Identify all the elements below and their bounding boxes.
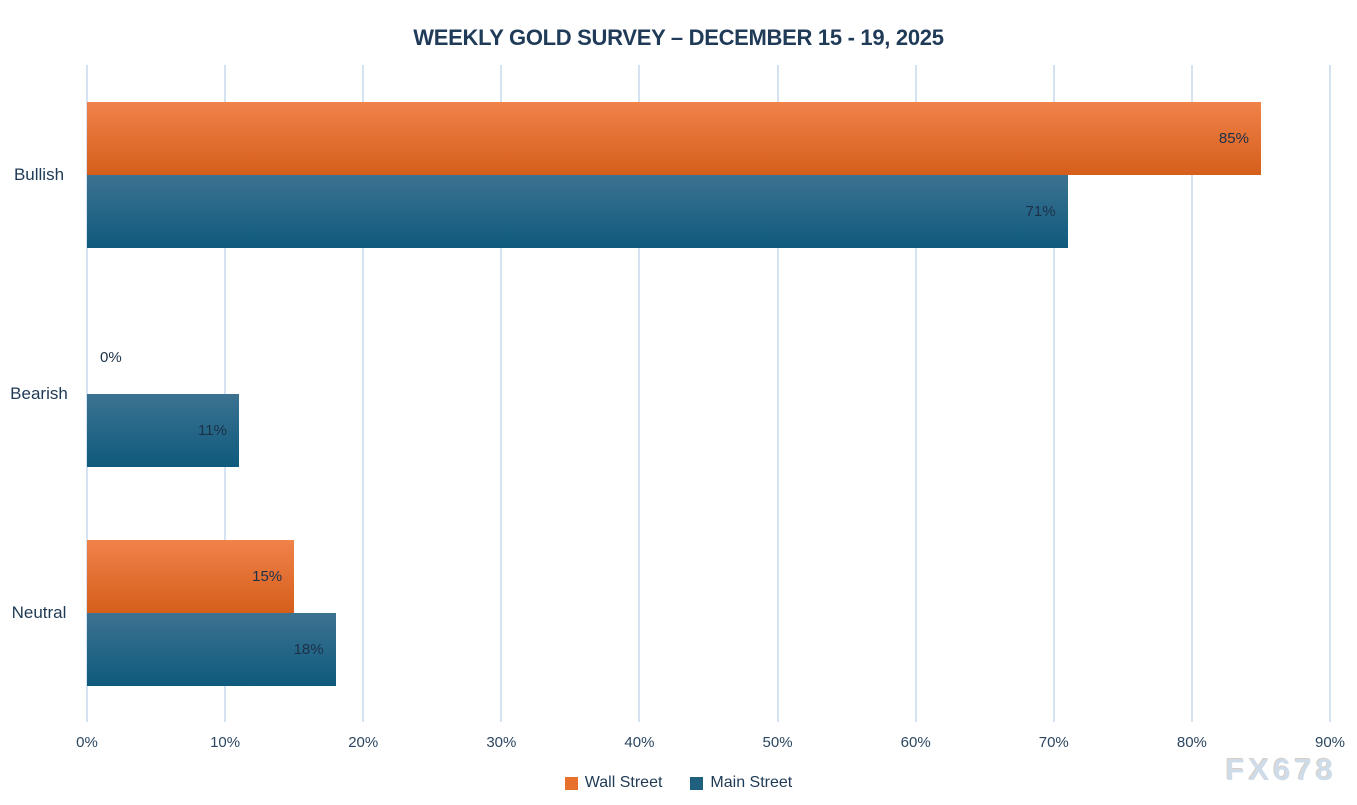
legend-item-main-street: Main Street: [690, 774, 792, 792]
value-label-wall-street-bearish: 0%: [100, 348, 122, 366]
value-label-main-street-bullish: 71%: [1025, 202, 1056, 220]
gridline-30-: [500, 65, 503, 722]
x-tick-0-: 0%: [76, 734, 98, 751]
category-label-neutral: Neutral: [11, 602, 67, 622]
legend: Wall Street Main Street: [0, 774, 1357, 792]
chart-title: WEEKLY GOLD SURVEY – DECEMBER 15 - 19, 2…: [413, 25, 944, 50]
x-tick-40-: 40%: [624, 734, 655, 751]
x-tick-10-: 10%: [210, 734, 241, 751]
bar-main-street-neutral: [87, 612, 336, 686]
bar-wall-street-bullish: [87, 101, 1261, 175]
x-tick-20-: 20%: [348, 734, 379, 751]
value-label-main-street-neutral: 18%: [293, 640, 324, 658]
bar-main-street-bearish: [87, 393, 239, 467]
x-tick-70-: 70%: [1038, 734, 1069, 751]
value-label-main-street-bearish: 11%: [198, 421, 227, 439]
value-label-wall-street-bullish: 85%: [1218, 129, 1249, 147]
category-label-bearish: Bearish: [10, 383, 68, 403]
x-tick-50-: 50%: [762, 734, 793, 751]
bar-wall-street-neutral: [87, 539, 295, 613]
gridline-40-: [638, 65, 641, 722]
x-tick-90-: 90%: [1314, 734, 1346, 751]
gridline-70-: [1052, 65, 1055, 722]
x-tick-60-: 60%: [900, 734, 931, 751]
x-tick-30-: 30%: [486, 734, 517, 751]
value-label-wall-street-neutral: 15%: [252, 567, 283, 585]
gridline-20-: [362, 65, 365, 722]
bar-main-street-bullish: [87, 174, 1068, 248]
legend-swatch-wall-street: [564, 776, 578, 790]
gridline-60-: [914, 65, 917, 722]
legend-item-wall-street: Wall Street: [564, 774, 663, 792]
plot-area: 85% 71% 0% 11% 15% 18%: [86, 65, 1331, 722]
legend-label-main-street: Main Street: [710, 774, 793, 791]
gridline-90-: [1329, 65, 1331, 722]
watermark-fx678: FX678: [1225, 752, 1337, 787]
legend-swatch-main-street: [690, 776, 704, 790]
gridline-50-: [776, 65, 779, 722]
legend-label-wall-street: Wall Street: [584, 774, 663, 791]
gridline-80-: [1190, 65, 1193, 722]
category-label-bullish: Bullish: [13, 164, 65, 184]
x-tick-80-: 80%: [1176, 734, 1207, 751]
